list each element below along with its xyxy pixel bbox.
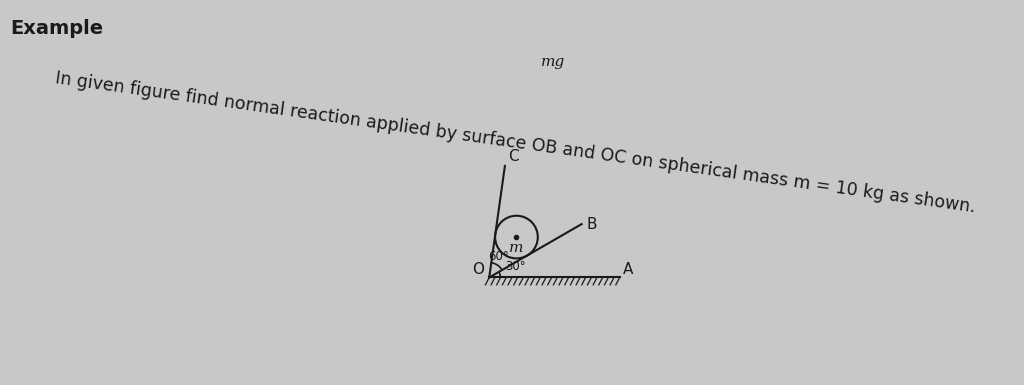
Text: 30°: 30° [506, 260, 526, 273]
Text: Example: Example [10, 19, 103, 38]
Text: O: O [472, 262, 484, 277]
Text: A: A [623, 262, 633, 277]
Text: m: m [509, 241, 523, 254]
Text: mg: mg [541, 55, 565, 69]
Text: C: C [508, 149, 518, 164]
Text: B: B [587, 217, 597, 231]
Text: 60°: 60° [488, 250, 509, 263]
Text: In given figure find normal reaction applied by surface OB and OC on spherical m: In given figure find normal reaction app… [54, 69, 977, 216]
